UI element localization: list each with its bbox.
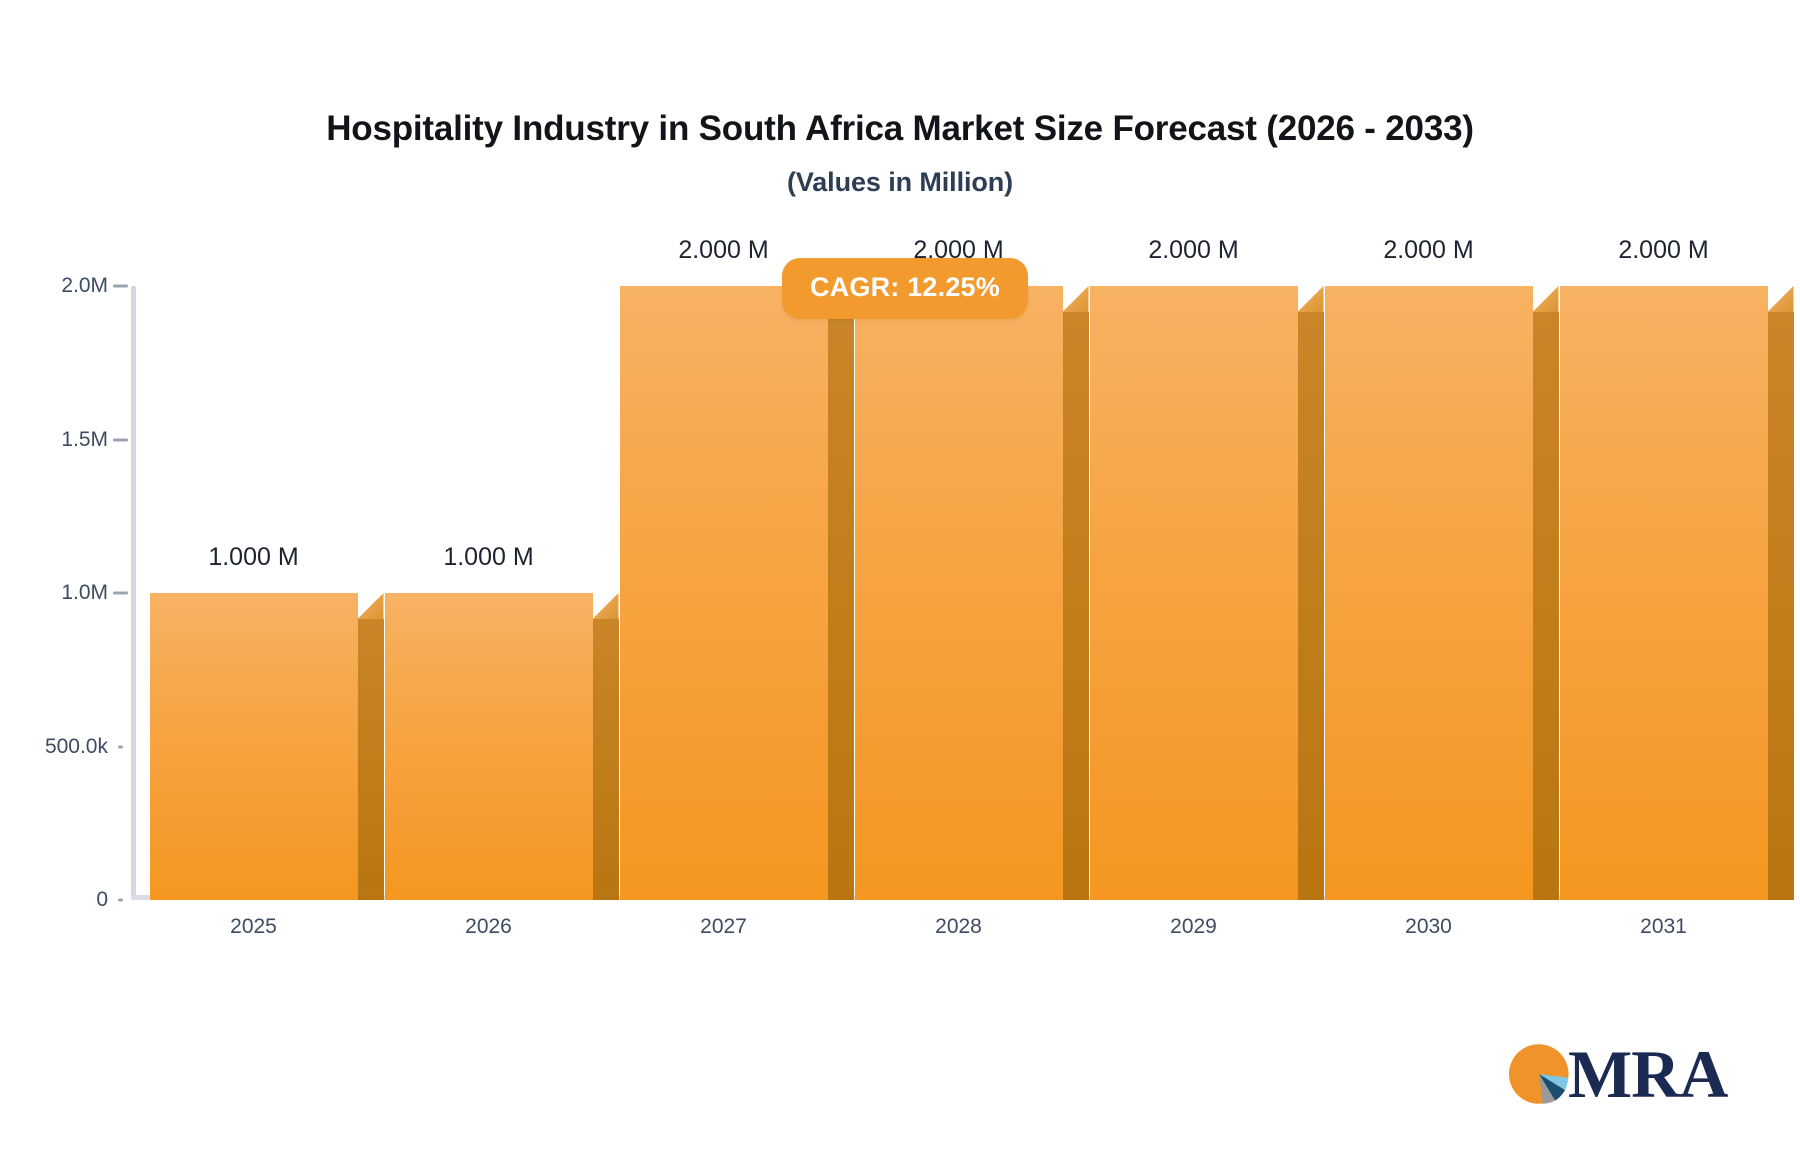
bar[interactable] bbox=[1089, 286, 1324, 900]
bar[interactable] bbox=[1324, 286, 1559, 900]
bar[interactable] bbox=[384, 593, 619, 900]
bar-top-face bbox=[1532, 286, 1559, 312]
bar-value-label: 2.000 M bbox=[1383, 236, 1474, 264]
y-tick-mark bbox=[113, 591, 128, 595]
x-tick-label: 2027 bbox=[700, 915, 747, 938]
y-axis-line bbox=[131, 286, 136, 900]
bar-side-face bbox=[1767, 312, 1794, 900]
bar-value-label: 2.000 M bbox=[678, 236, 769, 264]
x-tick-label: 2028 bbox=[935, 915, 982, 938]
x-tick-label: 2025 bbox=[230, 915, 277, 938]
page-title: Hospitality Industry in South Africa Mar… bbox=[326, 109, 1474, 148]
y-tick-mark bbox=[118, 745, 123, 748]
bar-side-face bbox=[357, 619, 384, 900]
bar-top-face bbox=[357, 593, 384, 619]
y-tick-label: 1.5M bbox=[61, 427, 108, 451]
mra-logo: MRA bbox=[1508, 1036, 1728, 1112]
y-tick-label: 0 bbox=[96, 888, 108, 911]
bar[interactable] bbox=[149, 593, 384, 900]
y-tick-mark bbox=[113, 438, 128, 441]
bar-side-face bbox=[592, 619, 619, 900]
y-tick-label: 1.0M bbox=[61, 581, 108, 604]
bar-side-face bbox=[1297, 312, 1324, 900]
bar[interactable] bbox=[619, 286, 854, 900]
bar[interactable] bbox=[854, 286, 1089, 900]
bar-front-face bbox=[1559, 286, 1768, 900]
bar-side-face bbox=[827, 312, 854, 900]
bar-top-face bbox=[1767, 286, 1794, 312]
bar-front-face bbox=[854, 286, 1063, 900]
bar-value-label: 1.000 M bbox=[443, 543, 534, 571]
bar-top-face bbox=[592, 593, 619, 619]
x-tick-label: 2030 bbox=[1405, 915, 1452, 938]
bar-top-face bbox=[1062, 286, 1089, 312]
bar-top-face bbox=[1297, 286, 1324, 312]
y-tick-label: 500.0k bbox=[44, 734, 108, 758]
cagr-badge: CAGR: 12.25% bbox=[782, 258, 1028, 319]
bar-side-face bbox=[1532, 312, 1559, 900]
bar[interactable] bbox=[1559, 286, 1794, 900]
y-tick-label: 2.0M bbox=[61, 274, 108, 297]
bar-front-face bbox=[1324, 286, 1533, 900]
bar-front-face bbox=[1089, 286, 1298, 900]
pie-chart-icon bbox=[1508, 1044, 1569, 1104]
x-tick-label: 2029 bbox=[1170, 915, 1217, 938]
y-tick-mark bbox=[113, 284, 128, 288]
x-tick-label: 2031 bbox=[1640, 915, 1687, 938]
x-tick-label: 2026 bbox=[465, 915, 512, 938]
y-tick-mark bbox=[118, 898, 123, 902]
bar-front-face bbox=[619, 286, 828, 900]
bar-front-face bbox=[149, 593, 358, 900]
bar-value-label: 2.000 M bbox=[1618, 236, 1709, 264]
logo-wordmark: MRA bbox=[1568, 1036, 1728, 1112]
title-block: Hospitality Industry in South Africa Mar… bbox=[0, 108, 1800, 198]
bar-value-label: 1.000 M bbox=[208, 543, 299, 571]
bar-side-face bbox=[1062, 312, 1089, 900]
chart-subtitle: (Values in Million) bbox=[786, 167, 1014, 197]
bar-value-label: 2.000 M bbox=[1148, 236, 1239, 264]
bar-front-face bbox=[384, 593, 593, 900]
